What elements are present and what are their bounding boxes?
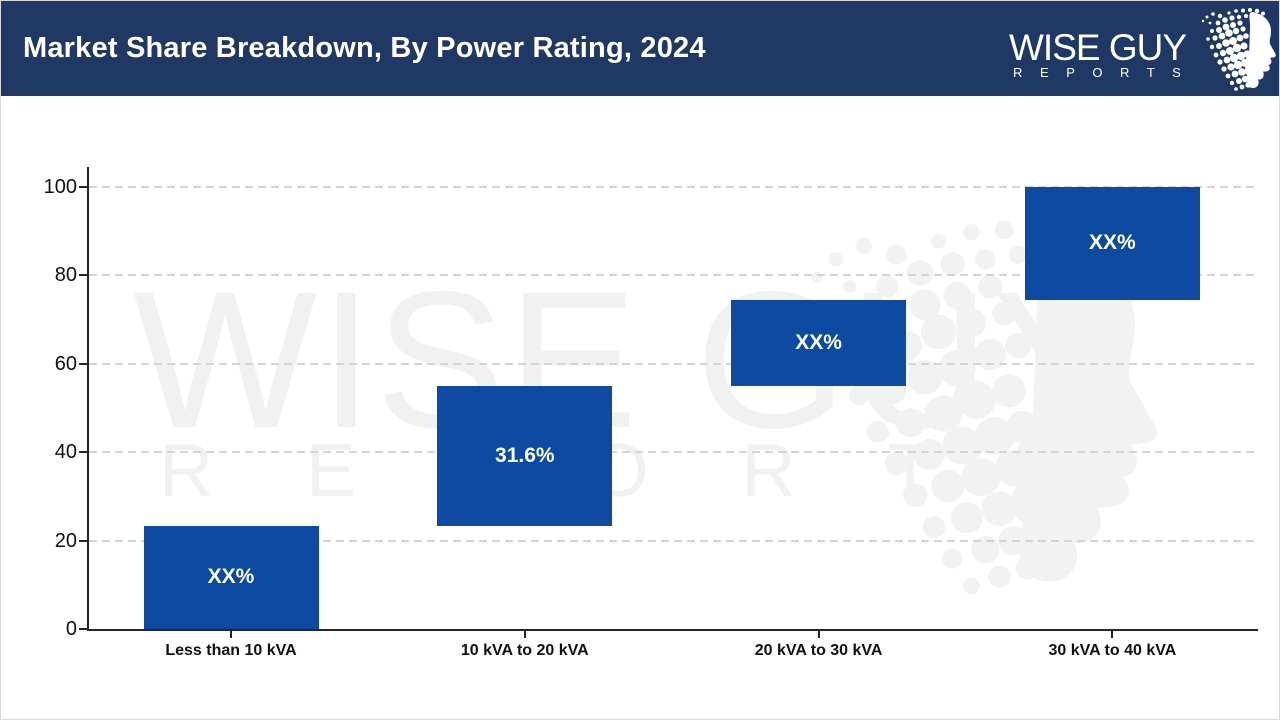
y-axis-line [86,167,89,631]
x-category-label-3: 30 kVA to 40 kVA [1048,642,1177,659]
y-tick-label-60: 60 [54,352,77,375]
bar-value-label: XX% [1089,231,1136,255]
gridline-40 [89,451,1256,453]
y-tick-mark-80 [79,274,87,276]
y-tick-mark-60 [79,362,87,365]
brand-logo: WISE GUY R E P O R T S [1009,5,1277,93]
x-tick-mark-2 [817,630,820,638]
bar-value-label: XX% [795,330,842,354]
gridline-100 [89,185,1256,188]
y-tick-mark-0 [79,628,87,630]
dot-cluster [1201,8,1265,91]
x-tick-mark-1 [523,630,526,638]
y-tick-label-40: 40 [54,441,77,463]
bar-30-kva-to-40-kva: XX% [1024,186,1200,300]
y-tick-mark-100 [79,185,87,188]
brand-head-icon [1201,8,1276,91]
gridline-20 [89,539,1256,542]
face-profile [1011,236,1158,582]
y-tick-mark-40 [79,451,87,453]
y-tick-label-80: 80 [54,264,77,286]
x-tick-mark-0 [230,630,232,638]
y-tick-label-0: 0 [65,618,77,640]
face-profile [1244,12,1276,89]
brand-wordmark: WISE GUY [1009,27,1187,68]
bar-10-kva-to-20-kva: 31.6% [437,386,613,526]
y-tick-mark-20 [79,539,87,542]
x-axis-line [86,628,1258,631]
bar-value-label: XX% [207,565,255,589]
header-bar: Market Share Breakdown, By Power Rating,… [1,1,1279,96]
x-tick-mark-3 [1111,630,1114,638]
y-tick-label-20: 20 [54,529,77,552]
y-tick-label-100: 100 [43,175,77,198]
x-category-label-2: 20 kVA to 30 kVA [754,642,883,659]
x-category-label-0: Less than 10 kVA [165,642,297,659]
bar-20-kva-to-30-kva: XX% [731,299,907,387]
gridline-80 [89,274,1256,276]
brand-reports-text: R E P O R T S [1013,65,1188,80]
bar-less-than-10-kva: XX% [143,525,319,629]
chart-title: Market Share Breakdown, By Power Rating,… [23,32,706,64]
bar-value-label: 31.6% [495,443,555,467]
gridline-60 [89,362,1256,365]
x-category-label-1: 10 kVA to 20 kVA [460,642,589,659]
